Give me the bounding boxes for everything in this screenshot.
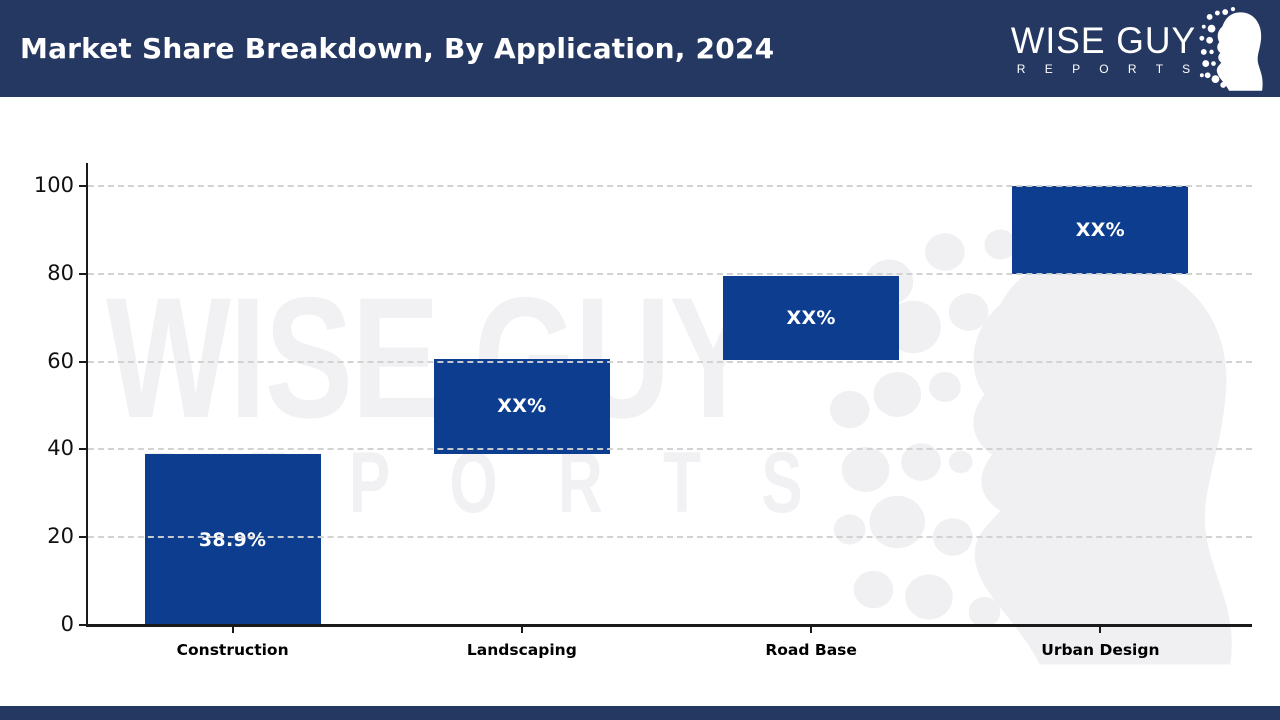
- brand-text: WISE GUY R E P O R T S: [1007, 22, 1200, 76]
- x-axis-category-label: Road Base: [765, 641, 857, 659]
- y-axis-tick-label: 0: [60, 612, 74, 636]
- gridline-40: [88, 448, 1252, 451]
- bar-landscaping: XX%: [433, 358, 610, 455]
- x-tick: [1099, 625, 1102, 633]
- y-axis-tick-label: 60: [47, 348, 74, 373]
- gridline-100: [88, 185, 1252, 187]
- bar-road-base: XX%: [723, 275, 900, 360]
- x-axis-line: [86, 624, 1252, 627]
- y-axis-tick-label: 20: [47, 524, 74, 549]
- bar-urban-design: XX%: [1012, 186, 1189, 274]
- x-axis-category-label: Landscaping: [466, 641, 577, 659]
- y-tick: [79, 448, 88, 451]
- x-axis-category-label: Urban Design: [1041, 641, 1160, 659]
- brand-logo: WISE GUY R E P O R T S: [1007, 6, 1266, 91]
- y-axis-tick-label: 40: [47, 436, 74, 461]
- gridline-80: [88, 272, 1252, 275]
- bar-value-label: XX%: [1075, 218, 1125, 241]
- brand-subtitle: R E P O R T S: [1016, 61, 1199, 76]
- watermark-head-icon: [829, 229, 1232, 665]
- y-tick: [79, 272, 88, 275]
- x-tick: [520, 625, 523, 633]
- gridline-60: [88, 360, 1252, 363]
- brand-head-icon: [1199, 6, 1263, 91]
- y-tick: [79, 185, 88, 187]
- bar-value-label: 38.9%: [198, 528, 267, 551]
- y-axis-tick-label: 80: [47, 260, 74, 285]
- x-tick: [810, 625, 813, 633]
- y-axis-tick-label: 100: [33, 173, 74, 197]
- header-bar: Market Share Breakdown, By Application, …: [0, 0, 1280, 97]
- bar-value-label: XX%: [497, 395, 547, 418]
- brand-name: WISE GUY: [1010, 19, 1197, 61]
- watermark-brand-text: WISE GUY: [106, 262, 757, 454]
- y-tick: [79, 624, 88, 626]
- page-title: Market Share Breakdown, By Application, …: [20, 32, 775, 65]
- bar-construction: 38.9%: [144, 454, 321, 625]
- y-tick: [79, 360, 88, 363]
- x-axis-category-label: Construction: [176, 641, 289, 659]
- x-tick: [231, 625, 234, 633]
- footer-bar: [0, 706, 1280, 720]
- y-axis-line: [86, 163, 88, 627]
- bar-value-label: XX%: [786, 306, 836, 329]
- y-tick: [79, 536, 88, 539]
- gridline-20: [88, 536, 1252, 539]
